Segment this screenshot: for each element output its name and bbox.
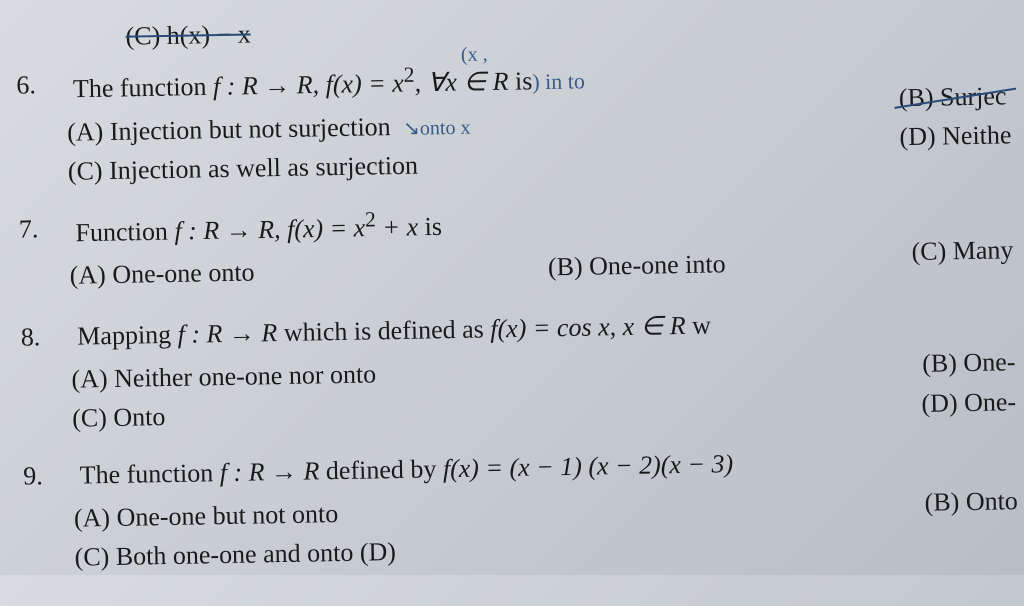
- question-9: 9. The function f : R → R defined by f(x…: [23, 440, 1009, 578]
- q6-func: f : R → R, f(x) = x: [213, 69, 404, 101]
- q9-prefix: The function: [79, 458, 220, 489]
- q7-plus: + x: [376, 212, 419, 242]
- q8-number: 8.: [20, 317, 71, 357]
- q8-opt-d: (D) One-: [921, 383, 1016, 424]
- q7-prefix: Function: [75, 216, 174, 247]
- q9-opt-b: (B) Onto: [924, 482, 1018, 523]
- q8-options: (A) Neither one-one nor onto (C) Onto: [71, 344, 1006, 438]
- q6-options: (A) Injection but not surjection ↘onto x…: [67, 96, 1002, 190]
- q9-defined: defined by: [319, 455, 443, 486]
- q7-exp: 2: [365, 207, 376, 231]
- top-partial-option: (C) h(x) − x: [125, 1, 1000, 55]
- q7-number: 7.: [19, 208, 70, 248]
- q6-hand-into: ) in to: [532, 68, 585, 94]
- q6-opt-a: (A) Injection but not surjection: [67, 112, 391, 147]
- q6-opt-b: (B) Surjec: [899, 76, 1012, 117]
- q8-defined: which is defined as: [277, 315, 490, 348]
- q8-trail: w: [685, 311, 711, 340]
- q6-right-options: (B) Surjec (D) Neithe: [899, 76, 1012, 156]
- q6-hand-onto: ↘onto x: [403, 116, 471, 139]
- q7-func: f : R → R, f(x) = x: [174, 213, 365, 245]
- q6-prefix: The function: [73, 72, 214, 103]
- q6-is: is: [508, 66, 532, 95]
- q9-func: f : R → R: [220, 457, 320, 488]
- q8-fx: f(x) = cos x, x ∈ R: [490, 311, 686, 343]
- q7-opt-b: (B) One-one into: [548, 245, 726, 287]
- q6-opt-d: (D) Neithe: [899, 115, 1012, 156]
- q9-number: 9.: [23, 456, 74, 496]
- q7-opt-a: (A) One-one onto: [69, 248, 518, 295]
- question-6: (x , 6. The function f : R → R, f(x) = x…: [16, 48, 1002, 191]
- q7-is: is: [418, 212, 442, 241]
- q8-prefix: Mapping: [77, 320, 178, 351]
- q8-opt-b: (B) One-: [922, 343, 1016, 384]
- handwritten-annotation-paren: (x ,: [461, 39, 488, 69]
- q6-number: 6.: [16, 65, 67, 105]
- question-8: 8. Mapping f : R → R which is defined as…: [20, 301, 1006, 439]
- q6-forall: , ∀x ∈ R: [414, 67, 508, 98]
- question-7: 7. Function f : R → R, f(x) = x2 + x is …: [19, 192, 1004, 300]
- opt-c-struck: (C) h(x) − x: [125, 20, 251, 51]
- q6-exp: 2: [403, 63, 414, 87]
- q9-options: (A) One-one but not onto (C) Both one-on…: [74, 483, 1009, 577]
- q8-func: f : R → R: [177, 318, 277, 349]
- q9-fx: f(x) = (x − 1) (x − 2)(x − 3): [443, 449, 734, 483]
- q7-opt-c: (C) Many: [911, 230, 1013, 271]
